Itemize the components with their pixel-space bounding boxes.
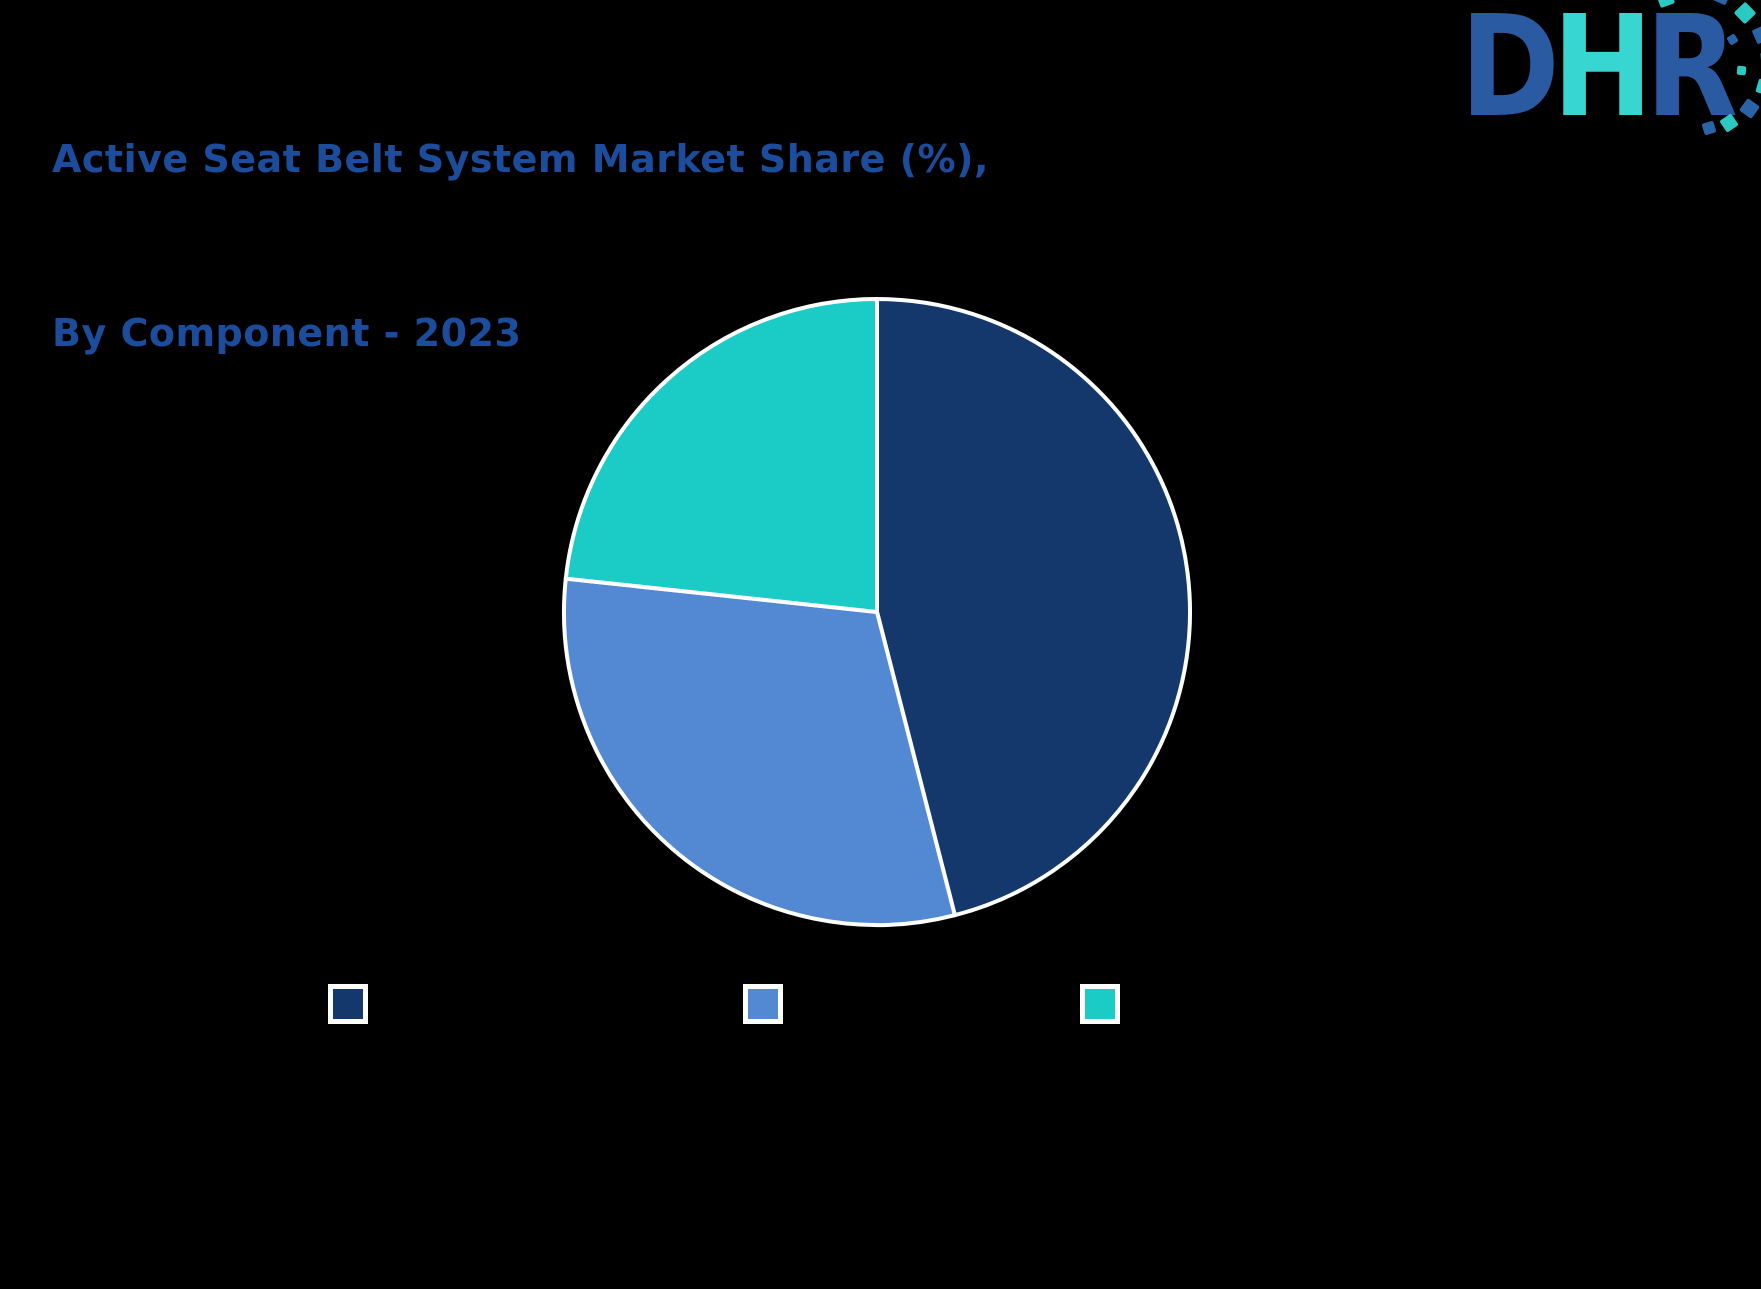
pie-slice-1[interactable] — [875, 297, 1192, 918]
pie-slice-3[interactable] — [563, 297, 879, 614]
chart-title: Active Seat Belt System Market Share (%)… — [52, 14, 989, 478]
chart-title-line2: By Component - 2023 — [52, 311, 522, 355]
legend-item-3[interactable] — [1080, 984, 1120, 1024]
logo-letter-h: H — [1552, 0, 1653, 149]
dhr-logo: DHR — [1452, 0, 1761, 148]
pie-slice-2[interactable] — [562, 576, 957, 927]
legend-item-1[interactable] — [328, 984, 368, 1024]
dhr-logo-letters: DHR — [1460, 0, 1738, 143]
logo-letter-d: D — [1460, 0, 1560, 149]
chart-title-line1: Active Seat Belt System Market Share (%)… — [52, 137, 989, 181]
legend-item-2[interactable] — [743, 984, 783, 1024]
